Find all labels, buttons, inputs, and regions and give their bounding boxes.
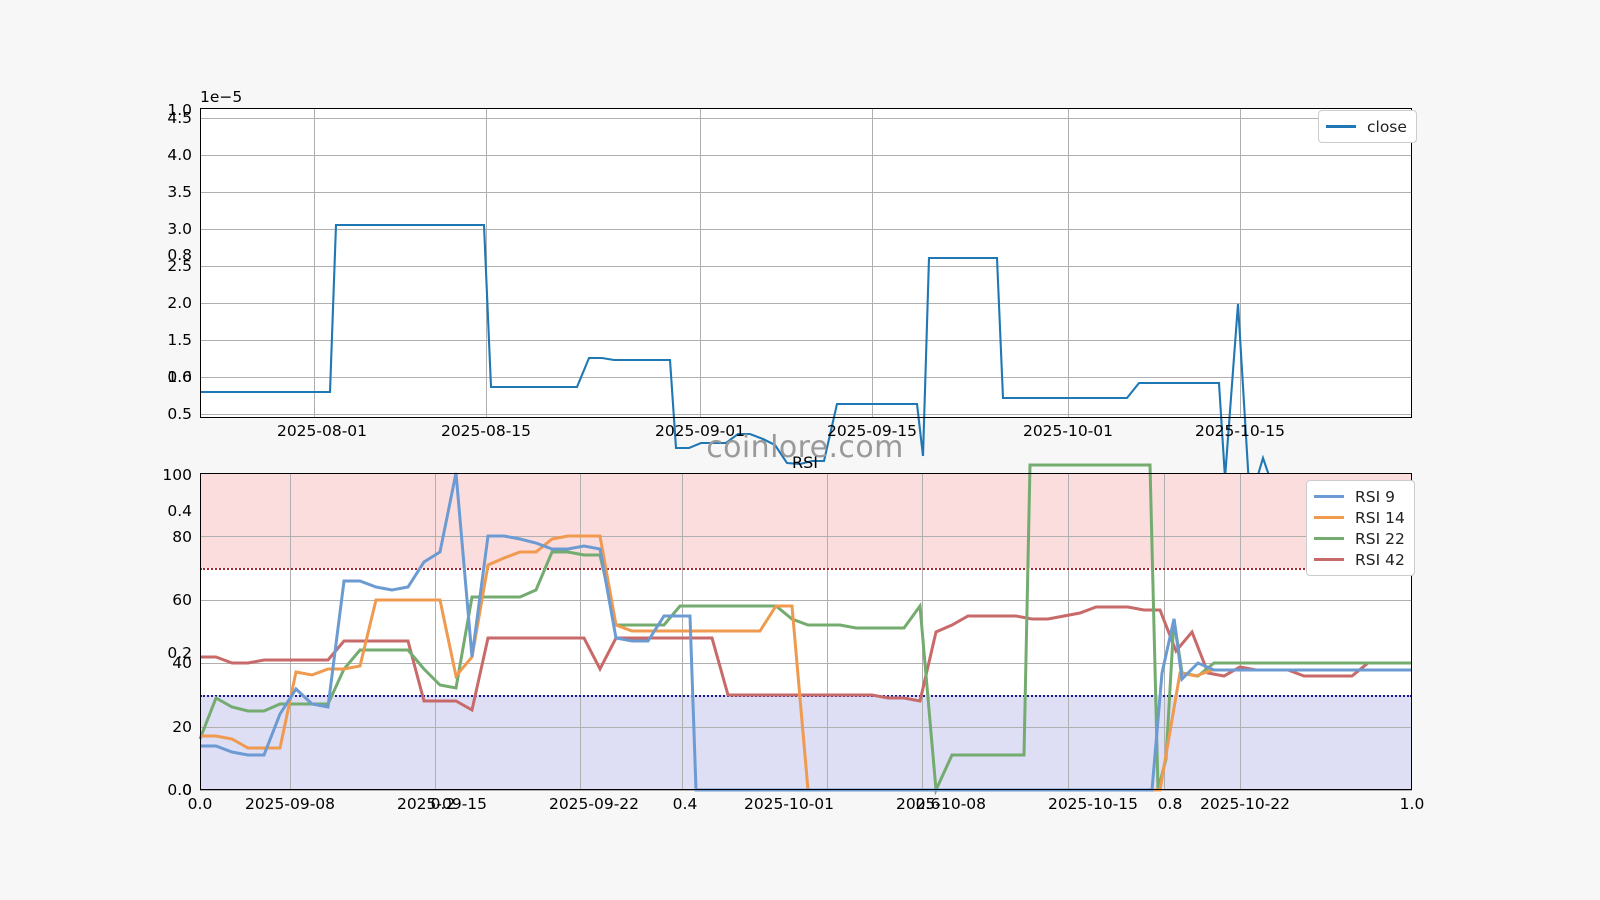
price-gridline — [200, 118, 1412, 119]
legend-label: RSI 9 — [1355, 487, 1395, 506]
price-gridline — [200, 340, 1412, 341]
rsi-14-color-swatch — [1314, 516, 1344, 519]
price-gridline — [1240, 108, 1241, 418]
rsi-gridline — [290, 473, 291, 790]
rsi-ytick: 40 — [172, 654, 192, 672]
rsi-xtick: 2025-10-08 — [895, 795, 987, 813]
rsi-ytick: 100 — [162, 466, 192, 484]
rsi-gridline — [1240, 473, 1241, 790]
rsi-gridline — [1164, 473, 1165, 790]
legend-item-rsi-14: RSI 14 — [1314, 507, 1405, 528]
rsi-xtick: 2025-10-15 — [1047, 795, 1139, 813]
rsi-xtick: 2025-09-08 — [244, 795, 336, 813]
rsi-bg-xtick: 0.2 — [430, 795, 456, 813]
price-axis-offset-text: 1e−5 — [200, 88, 243, 106]
price-ytick: 3.0 — [167, 220, 192, 238]
price-bg-ytick: 0.8 — [167, 246, 192, 264]
rsi-bg-xtick: 0.6 — [915, 795, 941, 813]
watermark: coinlore.com — [706, 430, 904, 465]
legend-item-rsi-22: RSI 22 — [1314, 528, 1405, 549]
price-ytick: 1.5 — [167, 331, 192, 349]
rsi-overbought-band — [200, 473, 1412, 568]
rsi-gridline — [580, 473, 581, 790]
legend-label: RSI 42 — [1355, 550, 1405, 569]
price-gridline — [200, 155, 1412, 156]
price-gridline — [1068, 108, 1069, 418]
rsi-bg-xtick: 0.8 — [1157, 795, 1183, 813]
price-gridline — [200, 414, 1412, 415]
rsi-bg-xtick: 1.0 — [1399, 795, 1425, 813]
rsi-panel-title: RSI — [792, 453, 818, 472]
rsi-gridline — [200, 536, 1412, 537]
price-xtick: 2025-10-15 — [1194, 422, 1286, 440]
price-ytick: 0.5 — [167, 405, 192, 423]
rsi-gridline — [200, 663, 1412, 664]
price-ytick: 2.0 — [167, 294, 192, 312]
price-ytick: 3.5 — [167, 183, 192, 201]
rsi-xtick: 2025-10-22 — [1199, 795, 1291, 813]
rsi-bg-ytick: 0.4 — [167, 502, 192, 520]
rsi-gridline — [827, 473, 828, 790]
price-ytick: 2.5 — [167, 257, 192, 275]
rsi-bg-ytick: 0.0 — [167, 781, 192, 799]
price-panel — [200, 108, 1412, 418]
price-ytick: 4.0 — [167, 146, 192, 164]
close-price-line — [200, 223, 1412, 503]
legend-label: close — [1367, 117, 1407, 136]
price-xtick: 2025-08-01 — [276, 422, 368, 440]
rsi-ytick: 60 — [172, 591, 192, 609]
price-gridline — [872, 108, 873, 418]
rsi-xtick: 2025-09-15 — [396, 795, 488, 813]
price-xtick: 2025-08-15 — [440, 422, 532, 440]
price-gridline — [314, 108, 315, 418]
rsi-legend: RSI 9 RSI 14 RSI 22 RSI 42 — [1306, 480, 1415, 576]
rsi-xtick: 2025-09-22 — [548, 795, 640, 813]
legend-label: RSI 14 — [1355, 508, 1405, 527]
price-ytick: 1.0 — [167, 368, 192, 386]
rsi-lines — [198, 463, 1412, 796]
rsi-gridline — [200, 600, 1412, 601]
rsi-xtick: 2025-10-01 — [743, 795, 835, 813]
rsi-gridline — [200, 727, 1412, 728]
rsi-ytick: 20 — [172, 718, 192, 736]
rsi-42-color-swatch — [1314, 558, 1344, 561]
price-xtick: 2025-10-01 — [1022, 422, 1114, 440]
rsi-ytick: 0 — [182, 781, 192, 799]
price-bg-ytick: 1.0 — [167, 101, 192, 119]
price-gridline — [200, 377, 1412, 378]
price-ytick: 4.5 — [167, 109, 192, 127]
rsi-22-color-swatch — [1314, 537, 1344, 540]
rsi-overbought-line — [200, 568, 1412, 570]
legend-item-close: close — [1326, 116, 1407, 137]
rsi-bg-xtick: 0.0 — [187, 795, 213, 813]
price-gridline — [200, 192, 1412, 193]
rsi-gridline — [1068, 473, 1069, 790]
rsi-bg-ytick: 0.2 — [167, 644, 192, 662]
price-gridline — [200, 303, 1412, 304]
price-bg-ytick: 0.6 — [167, 368, 192, 386]
rsi-bg-xtick: 0.4 — [672, 795, 698, 813]
close-color-swatch — [1326, 125, 1356, 128]
price-xtick: 2025-09-15 — [826, 422, 918, 440]
price-xtick: 2025-09-01 — [654, 422, 746, 440]
price-gridline — [200, 266, 1412, 267]
legend-item-rsi-42: RSI 42 — [1314, 549, 1405, 570]
rsi-9-color-swatch — [1314, 495, 1344, 498]
price-gridline — [200, 229, 1412, 230]
rsi-gridline — [435, 473, 436, 790]
price-legend: close — [1318, 110, 1417, 143]
legend-label: RSI 22 — [1355, 529, 1405, 548]
legend-item-rsi-9: RSI 9 — [1314, 486, 1405, 507]
price-gridline — [700, 108, 701, 418]
rsi-ytick: 80 — [172, 528, 192, 546]
